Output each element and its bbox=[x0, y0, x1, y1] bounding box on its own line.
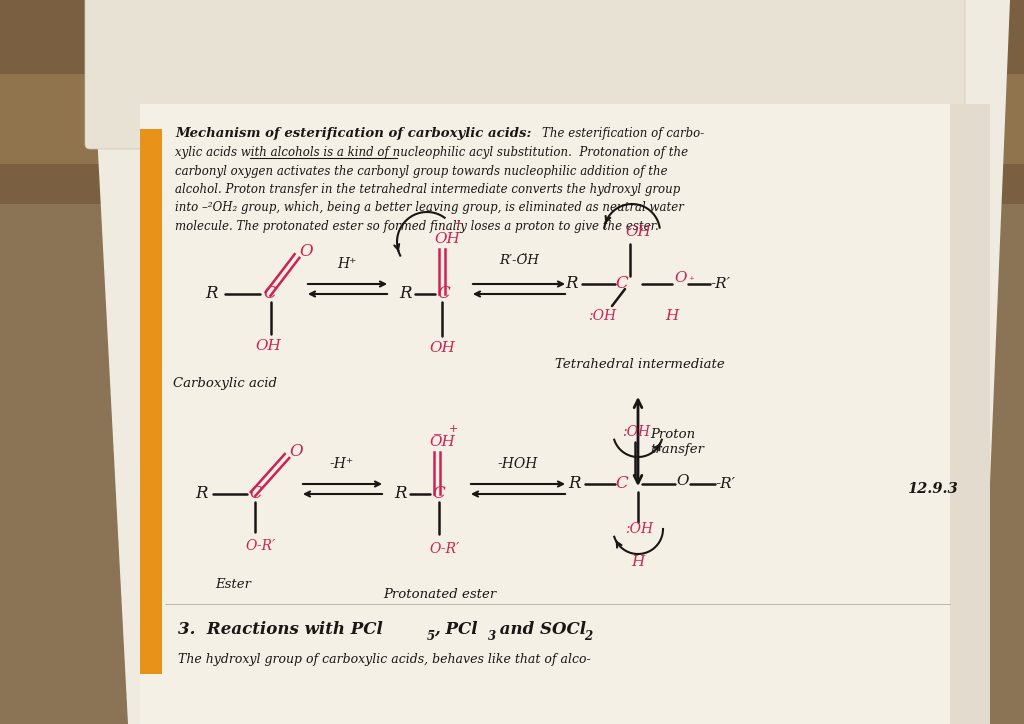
Text: +: + bbox=[449, 424, 459, 434]
Text: molecule. The protonated ester so formed finally loses a proton to give the este: molecule. The protonated ester so formed… bbox=[175, 220, 658, 233]
Text: R: R bbox=[205, 285, 217, 303]
Text: O̅H: O̅H bbox=[429, 435, 455, 449]
Bar bbox=[0, 0, 1024, 204]
Text: R: R bbox=[394, 486, 407, 502]
Text: 2: 2 bbox=[584, 631, 592, 644]
Text: 12.9.3: 12.9.3 bbox=[907, 482, 958, 496]
Text: O-R′: O-R′ bbox=[245, 539, 275, 553]
Text: Protonated ester: Protonated ester bbox=[383, 587, 497, 600]
Polygon shape bbox=[90, 0, 1010, 724]
Text: C: C bbox=[615, 276, 628, 292]
Text: H: H bbox=[665, 309, 678, 323]
Text: +: + bbox=[454, 219, 464, 229]
Text: R: R bbox=[399, 285, 412, 303]
Text: R: R bbox=[568, 476, 581, 492]
Bar bbox=[950, 104, 990, 724]
Text: :OH: :OH bbox=[588, 309, 616, 323]
Text: 3: 3 bbox=[488, 631, 496, 644]
Text: OH: OH bbox=[625, 225, 650, 239]
Text: OH: OH bbox=[434, 232, 460, 246]
Text: C: C bbox=[432, 486, 444, 502]
Text: R′-ÖH: R′-ÖH bbox=[499, 255, 539, 267]
Text: Carboxylic acid: Carboxylic acid bbox=[173, 377, 278, 390]
Text: Ester: Ester bbox=[215, 578, 251, 591]
Text: carbonyl oxygen activates the carbonyl group towards nucleophilic addition of th: carbonyl oxygen activates the carbonyl g… bbox=[175, 164, 668, 177]
Text: OH: OH bbox=[429, 341, 455, 355]
Text: -HOH: -HOH bbox=[498, 457, 539, 471]
Text: C: C bbox=[437, 285, 450, 303]
Text: -H⁺: -H⁺ bbox=[330, 457, 354, 471]
Text: The hydroxyl group of carboxylic acids, behaves like that of alco-: The hydroxyl group of carboxylic acids, … bbox=[178, 652, 591, 665]
Text: O: O bbox=[676, 474, 688, 488]
Text: R: R bbox=[565, 276, 578, 292]
Text: into –²OH₂ group, which, being a better leaving group, is eliminated as neutral : into –²OH₂ group, which, being a better … bbox=[175, 201, 684, 214]
Text: H: H bbox=[632, 555, 645, 569]
Text: -R′: -R′ bbox=[715, 477, 735, 491]
Text: :OH: :OH bbox=[622, 425, 650, 439]
Text: xylic acids with alcohols is a kind of nucleophilic acyl substitution.  Protonat: xylic acids with alcohols is a kind of n… bbox=[175, 146, 688, 159]
Bar bbox=[140, 104, 990, 724]
Text: C: C bbox=[615, 476, 628, 492]
Text: R: R bbox=[195, 486, 208, 502]
Text: C: C bbox=[263, 285, 275, 303]
Text: , PCl: , PCl bbox=[434, 620, 477, 638]
Text: -R′: -R′ bbox=[710, 277, 730, 291]
FancyBboxPatch shape bbox=[85, 0, 965, 149]
Text: C: C bbox=[249, 486, 262, 502]
Text: O: O bbox=[674, 271, 686, 285]
Text: Proton
transfer: Proton transfer bbox=[650, 428, 705, 456]
Text: and SOCl: and SOCl bbox=[494, 620, 586, 638]
Text: Tetrahedral intermediate: Tetrahedral intermediate bbox=[555, 358, 725, 371]
Text: :OH: :OH bbox=[625, 522, 653, 536]
Text: The esterification of carbo-: The esterification of carbo- bbox=[542, 127, 705, 140]
Text: Mechanism of esterification of carboxylic acids:: Mechanism of esterification of carboxyli… bbox=[175, 127, 536, 140]
Text: OH: OH bbox=[255, 339, 281, 353]
Text: ⁺: ⁺ bbox=[688, 276, 694, 286]
Text: O: O bbox=[299, 243, 312, 259]
Text: 3.  Reactions with PCl: 3. Reactions with PCl bbox=[178, 620, 383, 638]
Text: 5: 5 bbox=[427, 631, 435, 644]
Bar bbox=[0, 74, 1024, 164]
Text: alcohol. Proton transfer in the tetrahedral intermediate converts the hydroxyl g: alcohol. Proton transfer in the tetrahed… bbox=[175, 183, 680, 196]
Text: O: O bbox=[289, 442, 303, 460]
Bar bbox=[140, 129, 162, 674]
Text: O-R′: O-R′ bbox=[429, 542, 459, 556]
Text: H⁺: H⁺ bbox=[337, 257, 356, 271]
